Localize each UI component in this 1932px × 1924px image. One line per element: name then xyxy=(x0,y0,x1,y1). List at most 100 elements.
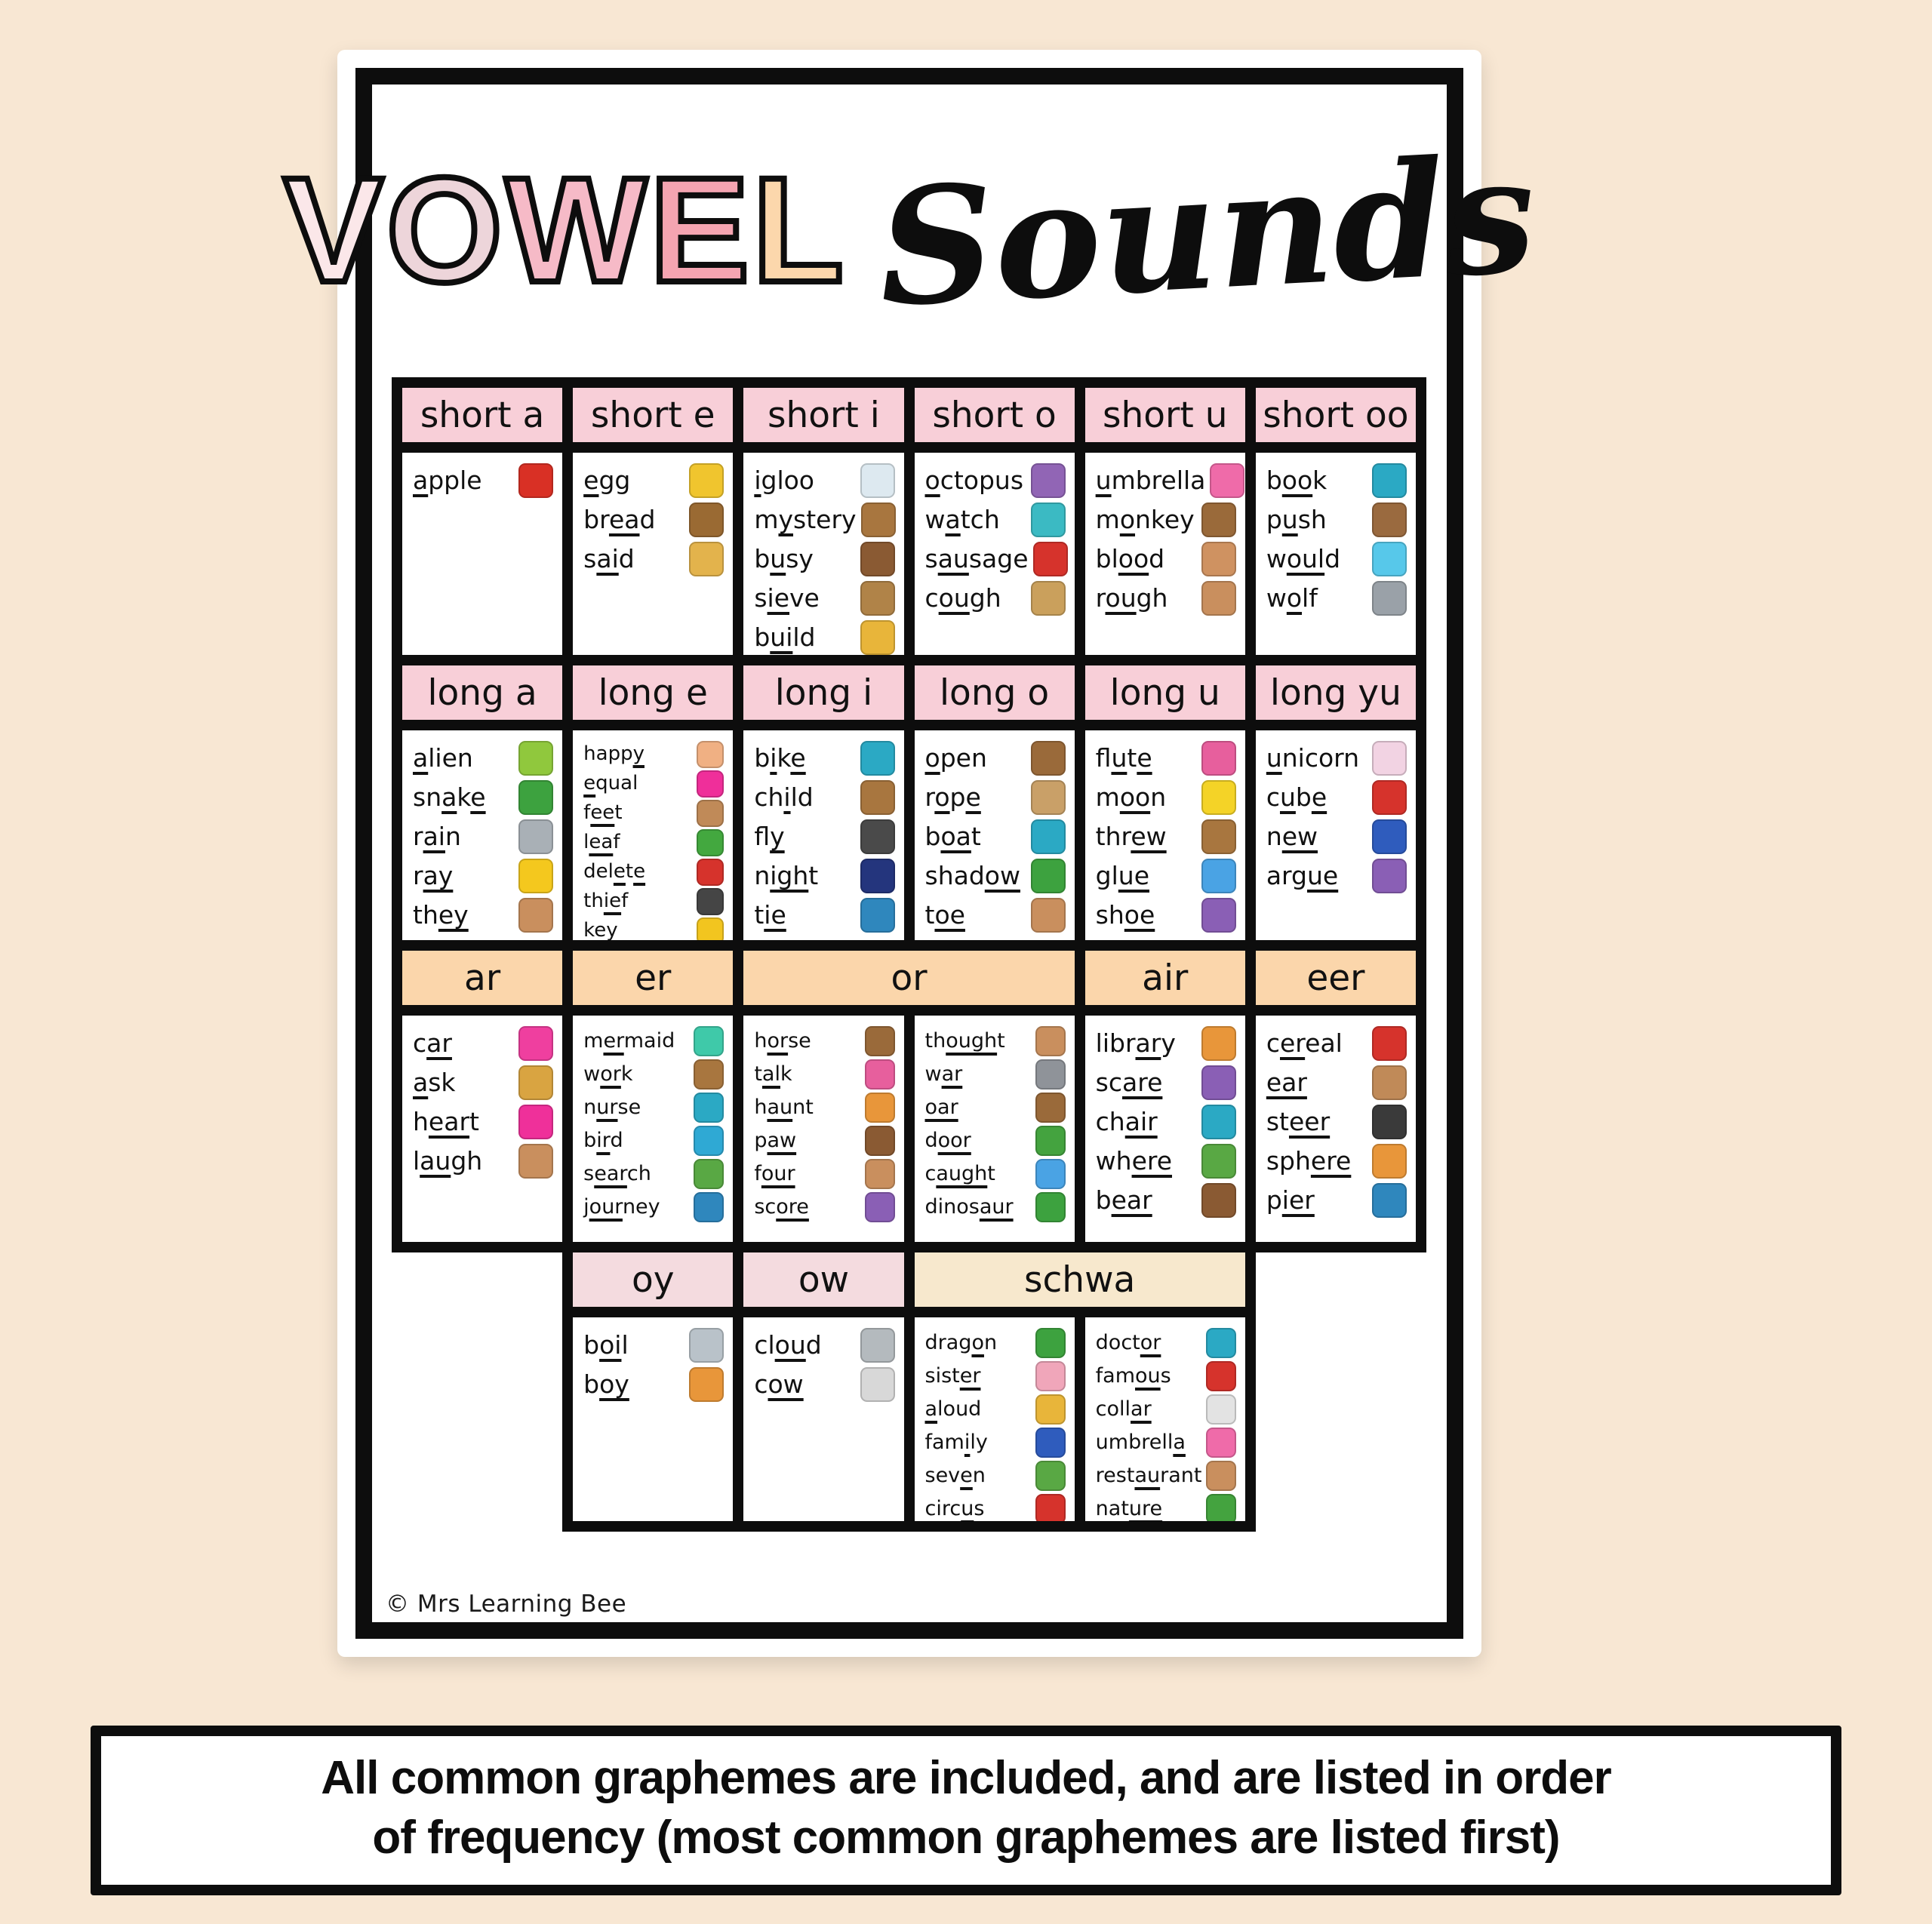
underlined-grapheme: ur xyxy=(596,1096,618,1120)
word-text: search xyxy=(583,1162,651,1186)
word-text: cereal xyxy=(1266,1028,1343,1059)
thief-icon xyxy=(697,888,724,915)
word-text: delete xyxy=(583,860,646,884)
word-cell: cloud cow xyxy=(743,1317,904,1521)
talking-kids-icon xyxy=(864,1059,895,1090)
word-row: build xyxy=(754,620,895,655)
word-text: thought xyxy=(924,1029,1005,1053)
word-text: heart xyxy=(413,1107,479,1137)
word-row: paw xyxy=(754,1126,895,1156)
word-row: boil xyxy=(583,1328,724,1363)
underlined-grapheme: e xyxy=(613,860,626,884)
underlined-grapheme: er xyxy=(603,1029,624,1053)
word-text: tie xyxy=(754,900,786,930)
word-text: steer xyxy=(1266,1107,1331,1137)
question-mark-icon xyxy=(1372,542,1407,576)
octopus-icon xyxy=(1030,463,1066,498)
twin-sisters-icon xyxy=(1035,1361,1066,1391)
word-row: war xyxy=(925,1059,1066,1090)
word-row: circus xyxy=(925,1494,1066,1521)
arguing-girls-icon xyxy=(1372,859,1407,893)
word-row: fly xyxy=(754,819,895,854)
underlined-grapheme: y xyxy=(632,742,645,766)
umbrella-icon xyxy=(1205,1428,1236,1458)
equals-sign-icon xyxy=(697,770,724,798)
word-text: shoe xyxy=(1095,900,1155,930)
word-text: score xyxy=(754,1195,809,1219)
word-text: open xyxy=(924,743,987,773)
word-text: work xyxy=(583,1062,633,1086)
bird-icon xyxy=(694,1126,724,1156)
word-row: ray xyxy=(413,859,554,893)
word-text: leaf xyxy=(583,831,620,854)
word-text: blood xyxy=(1095,544,1165,574)
laughing-girl-icon xyxy=(518,1144,554,1179)
coughing-girl-icon xyxy=(1030,581,1066,616)
underlined-grapheme: oar xyxy=(924,1096,958,1120)
word-text: laugh xyxy=(413,1146,483,1176)
word-row: ear xyxy=(1266,1065,1407,1100)
word-row: bread xyxy=(583,503,724,537)
rubiks-cube-icon xyxy=(1372,780,1407,815)
word-row: umbrella xyxy=(1096,1428,1236,1458)
car-icon xyxy=(518,1026,554,1061)
underlined-grapheme: i xyxy=(770,743,777,773)
searching-person-icon xyxy=(694,1159,724,1189)
word-row: rain xyxy=(413,819,554,854)
vowel-letter-E: E xyxy=(647,146,752,313)
underlined-grapheme: i xyxy=(783,782,791,813)
word-cell: happy equal feet leaf delete thief key xyxy=(573,730,734,940)
book-icon xyxy=(1372,463,1407,498)
vowel-letter-L: L xyxy=(749,146,847,313)
header-long-yu: long yu xyxy=(1255,665,1416,720)
vowel-sounds-table: short a short e short i short o short u short… xyxy=(392,377,1426,1532)
underlined-grapheme: ue xyxy=(1307,861,1339,891)
word-text: key xyxy=(583,919,618,940)
underlined-grapheme: au xyxy=(1134,1464,1161,1488)
throwing-boy-icon xyxy=(1201,819,1236,854)
word-row: child xyxy=(754,780,895,815)
word-row: work xyxy=(583,1059,724,1090)
word-row: restaurant xyxy=(1096,1461,1237,1491)
word-row: watch xyxy=(925,503,1066,537)
word-text: cow xyxy=(754,1369,804,1400)
word-text: family xyxy=(924,1431,988,1455)
cereal-box-icon xyxy=(1372,1026,1407,1061)
underlined-grapheme: air xyxy=(1124,1107,1158,1137)
underlined-grapheme: e xyxy=(1311,782,1327,813)
word-text: fly xyxy=(754,822,785,852)
word-row: boy xyxy=(583,1367,724,1402)
boy-icon xyxy=(689,1367,724,1402)
kids-pair-icon xyxy=(1201,581,1236,616)
underlined-grapheme: ear xyxy=(1266,1068,1307,1098)
word-row: boat xyxy=(925,819,1066,854)
word-text: book xyxy=(1266,466,1327,496)
word-cell: alien snake rain ray they xyxy=(402,730,563,940)
header-ar: ar xyxy=(402,951,563,1005)
word-text: where xyxy=(1095,1146,1173,1176)
underlined-grapheme: o xyxy=(1286,583,1303,613)
number-seven-kid-icon xyxy=(1035,1461,1066,1491)
word-row: bird xyxy=(583,1126,724,1156)
word-row: cereal xyxy=(1266,1026,1407,1061)
night-sky-icon xyxy=(860,859,895,893)
word-row: sphere xyxy=(1266,1144,1407,1179)
tree-shadow-icon xyxy=(1030,859,1066,893)
new-clothes-icon xyxy=(1372,819,1407,854)
word-cell: library scare chair where bear xyxy=(1084,1016,1245,1242)
leaf-icon xyxy=(697,829,724,856)
header-short-u: short u xyxy=(1084,388,1245,442)
word-row: chair xyxy=(1096,1105,1236,1139)
dragon-icon xyxy=(1035,1328,1066,1358)
word-text: ask xyxy=(413,1068,456,1098)
builder-kid-icon xyxy=(860,620,895,655)
underlined-grapheme: oy xyxy=(599,1369,629,1400)
word-text: rough xyxy=(1095,583,1168,613)
underlined-grapheme: o xyxy=(934,782,950,813)
alien-icon xyxy=(518,741,554,776)
underlined-grapheme: u xyxy=(1279,782,1296,813)
foot-toe-icon xyxy=(1030,898,1066,933)
word-row: flute xyxy=(1096,741,1236,776)
underlined-grapheme: ere xyxy=(1131,1146,1173,1176)
word-text: bike xyxy=(754,743,806,773)
